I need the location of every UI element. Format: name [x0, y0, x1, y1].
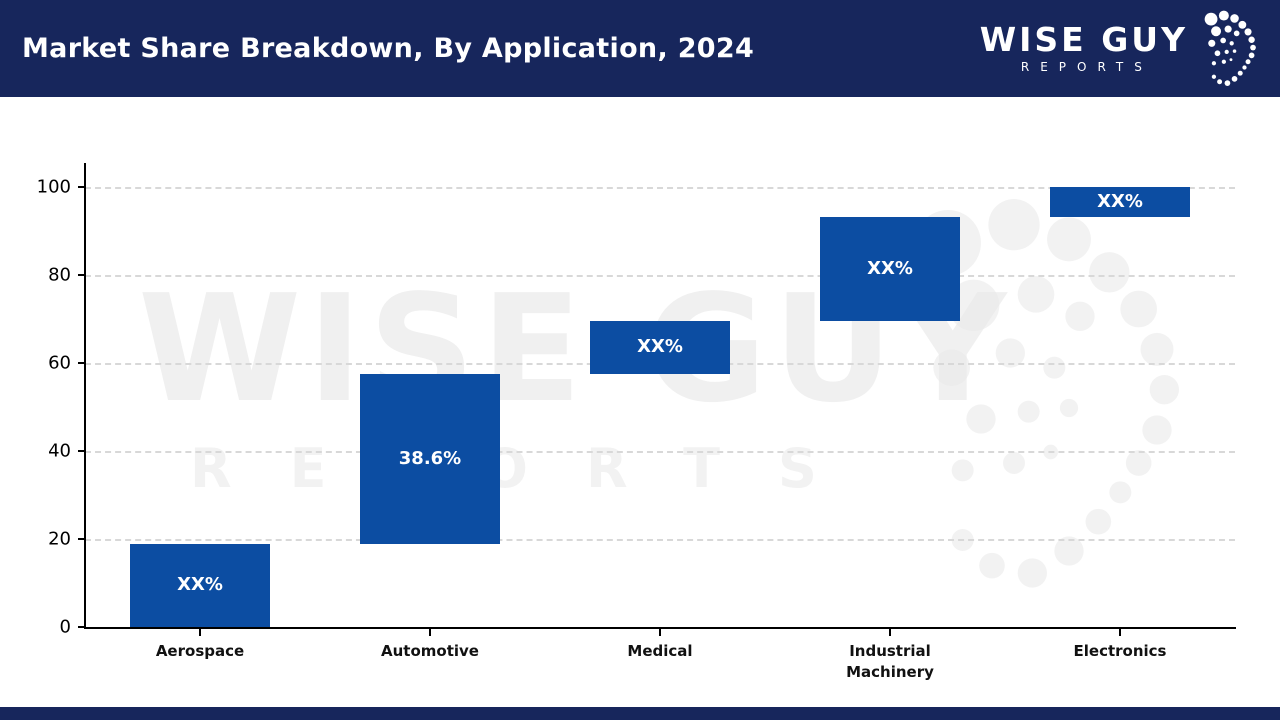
logo-brand-sub: REPORTS — [1020, 60, 1153, 74]
y-axis-tick-label: 0 — [59, 616, 71, 638]
y-axis-tick — [78, 626, 85, 628]
bar-aerospace: XX% — [130, 543, 270, 627]
x-axis — [84, 627, 1236, 629]
y-axis — [84, 163, 86, 629]
category-label-automotive: Automotive — [381, 642, 479, 660]
category-label-electronics: Electronics — [1073, 642, 1167, 660]
gridline — [85, 539, 1235, 541]
y-axis-tick — [78, 450, 85, 452]
gridline — [85, 275, 1235, 277]
x-axis-tick — [199, 629, 201, 636]
x-axis-tick — [659, 629, 661, 636]
y-axis-tick-label: 80 — [48, 264, 71, 286]
wise-guy-logo: WISE GUY REPORTS — [980, 7, 1258, 91]
bar-value-label-automotive: 38.6% — [398, 447, 462, 469]
category-label-medical: Medical — [627, 642, 693, 660]
y-axis-tick — [78, 274, 85, 276]
y-axis-tick-label: 60 — [48, 352, 71, 374]
x-axis-tick — [889, 629, 891, 636]
gridline — [85, 451, 1235, 453]
page-title: Market Share Breakdown, By Application, … — [22, 33, 755, 64]
y-axis-tick-label: 20 — [48, 528, 71, 550]
wise-guy-head-icon — [1204, 10, 1256, 86]
category-label-industrial-machinery: Industrial Machinery — [846, 642, 934, 681]
bar-value-label-aerospace: XX% — [177, 574, 223, 596]
bar-value-label-electronics: XX% — [1097, 191, 1143, 213]
y-axis-tick — [78, 186, 85, 188]
bar-value-label-medical: XX% — [637, 336, 683, 358]
logo-brand-name: WISE GUY — [979, 20, 1188, 59]
bar-electronics: XX% — [1050, 187, 1190, 218]
x-axis-tick — [429, 629, 431, 636]
bar-automotive: 38.6% — [360, 374, 500, 544]
category-label-aerospace: Aerospace — [155, 642, 245, 660]
x-axis-tick — [1119, 629, 1121, 636]
logo-text: WISE GUY REPORTS — [980, 23, 1188, 74]
bar-value-label-industrial-machinery: XX% — [867, 258, 913, 280]
gridline — [85, 187, 1235, 189]
y-axis-tick — [78, 538, 85, 540]
y-axis-tick-label: 100 — [36, 176, 71, 198]
y-axis-tick — [78, 362, 85, 364]
bar-medical: XX% — [590, 320, 730, 374]
bar-industrial-machinery: XX% — [820, 217, 960, 321]
header: Market Share Breakdown, By Application, … — [0, 0, 1280, 97]
footer-bar — [0, 707, 1280, 720]
y-axis-tick-label: 40 — [48, 440, 71, 462]
